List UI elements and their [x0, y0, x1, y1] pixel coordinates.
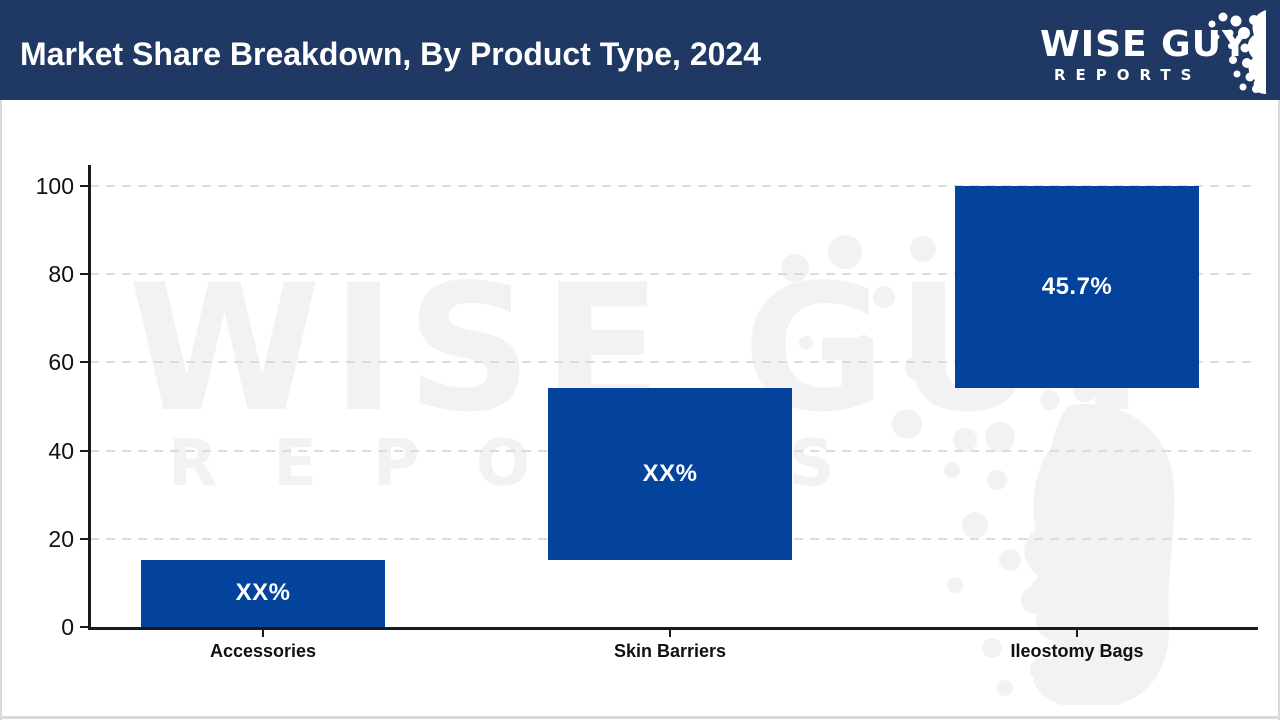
y-tickmark-100: [80, 185, 88, 187]
gridline-60: [90, 361, 1258, 364]
y-tickmark-40: [80, 449, 88, 452]
y-tickmark-0: [80, 626, 88, 628]
x-tickmark-3: [1076, 630, 1078, 637]
y-tickmark-60: [80, 361, 88, 364]
gridline-100: [90, 185, 1258, 187]
y-tick-label-60: 60: [48, 349, 74, 376]
category-label-1: Accessories: [209, 641, 317, 661]
y-tick-label-0: 0: [61, 614, 74, 640]
bar-value-label: XX%: [642, 459, 698, 487]
page-border-right: [1278, 100, 1280, 720]
y-tick-label-80: 80: [48, 261, 74, 288]
header-banner: Market Share Breakdown, By Product Type,…: [0, 0, 1280, 100]
page-border-left: [0, 100, 2, 720]
y-axis-line: [88, 165, 91, 630]
x-tickmark-2: [669, 630, 671, 637]
x-tickmark-1: [262, 630, 264, 637]
bar-accessories: XX%: [141, 559, 385, 627]
y-tick-label-100: 100: [35, 173, 74, 199]
y-tickmark-80: [80, 273, 88, 276]
chart-title: Market Share Breakdown, By Product Type,…: [20, 36, 761, 72]
brand-logo-subname: REPORTS: [1054, 66, 1202, 84]
bar-value-label: 45.7%: [1041, 272, 1113, 300]
bar-value-label: XX%: [235, 579, 291, 607]
y-tickmark-20: [80, 537, 88, 540]
bar-skin-barriers: XX%: [548, 387, 792, 560]
category-label-2: Skin Barriers: [613, 641, 727, 661]
category-label-3: Ileostomy Bags: [1010, 641, 1144, 661]
gridline-80: [90, 273, 1258, 276]
bar-ileostomy-bags: 45.7%: [955, 186, 1199, 388]
x-axis-line: [88, 627, 1258, 630]
y-tick-label-20: 20: [48, 525, 74, 552]
brand-logo-name: WISE GUY: [1040, 24, 1250, 65]
y-tick-label-40: 40: [48, 437, 74, 464]
brand-logo: WISE GUY REPORTS: [1008, 4, 1268, 96]
page-border-bottom: [0, 716, 1280, 719]
brand-logo-face-icon: [1208, 10, 1266, 94]
